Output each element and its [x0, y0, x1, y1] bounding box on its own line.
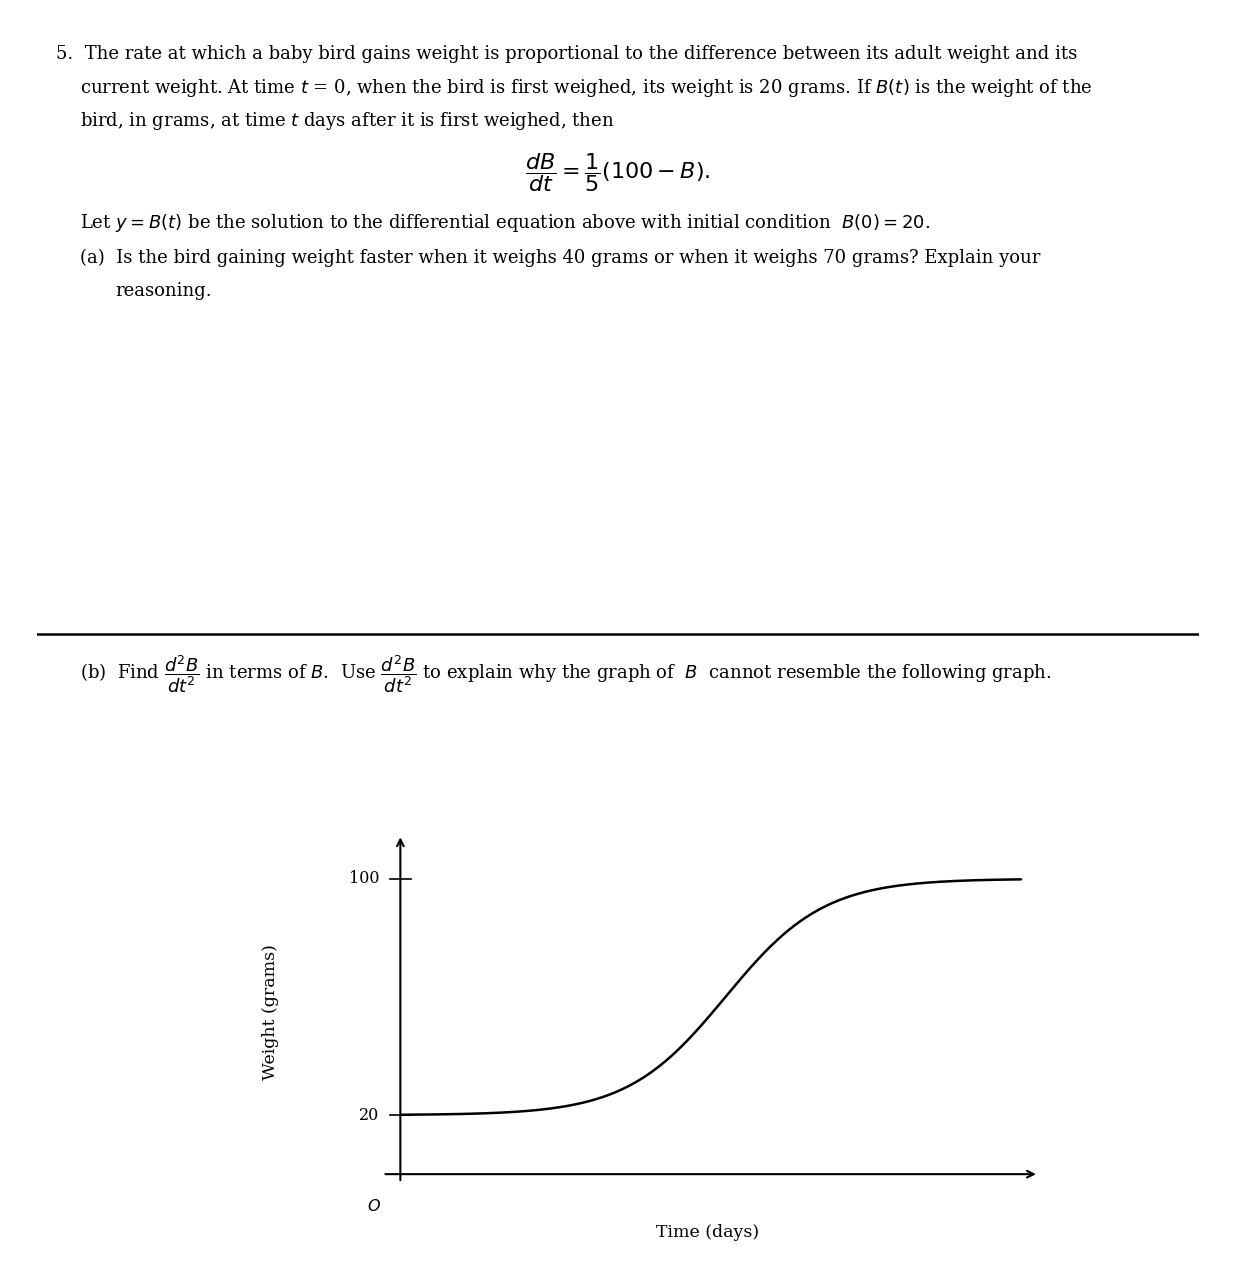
Text: (a)  Is the bird gaining weight faster when it weighs 40 grams or when it weighs: (a) Is the bird gaining weight faster wh…: [80, 248, 1041, 266]
Text: (b)  Find $\dfrac{d^2B}{dt^2}$ in terms of $B$.  Use $\dfrac{d^2B}{dt^2}$ to exp: (b) Find $\dfrac{d^2B}{dt^2}$ in terms o…: [80, 653, 1052, 695]
Text: 5.  The rate at which a baby bird gains weight is proportional to the difference: 5. The rate at which a baby bird gains w…: [56, 45, 1077, 63]
Text: Time (days): Time (days): [656, 1225, 759, 1242]
Text: $\dfrac{dB}{dt} = \dfrac{1}{5}(100 - B).$: $\dfrac{dB}{dt} = \dfrac{1}{5}(100 - B).…: [525, 151, 711, 195]
Text: $O$: $O$: [367, 1198, 381, 1215]
Text: current weight. At time $t$ = 0, when the bird is first weighed, its weight is 2: current weight. At time $t$ = 0, when th…: [80, 77, 1093, 99]
Text: bird, in grams, at time $t$ days after it is first weighed, then: bird, in grams, at time $t$ days after i…: [80, 110, 614, 132]
Text: Weight (grams): Weight (grams): [262, 943, 279, 1079]
Text: 20: 20: [360, 1107, 379, 1124]
Text: reasoning.: reasoning.: [115, 282, 211, 300]
Text: Let $y = B(t)$ be the solution to the differential equation above with initial c: Let $y = B(t)$ be the solution to the di…: [80, 212, 931, 234]
Text: 100: 100: [349, 870, 379, 887]
